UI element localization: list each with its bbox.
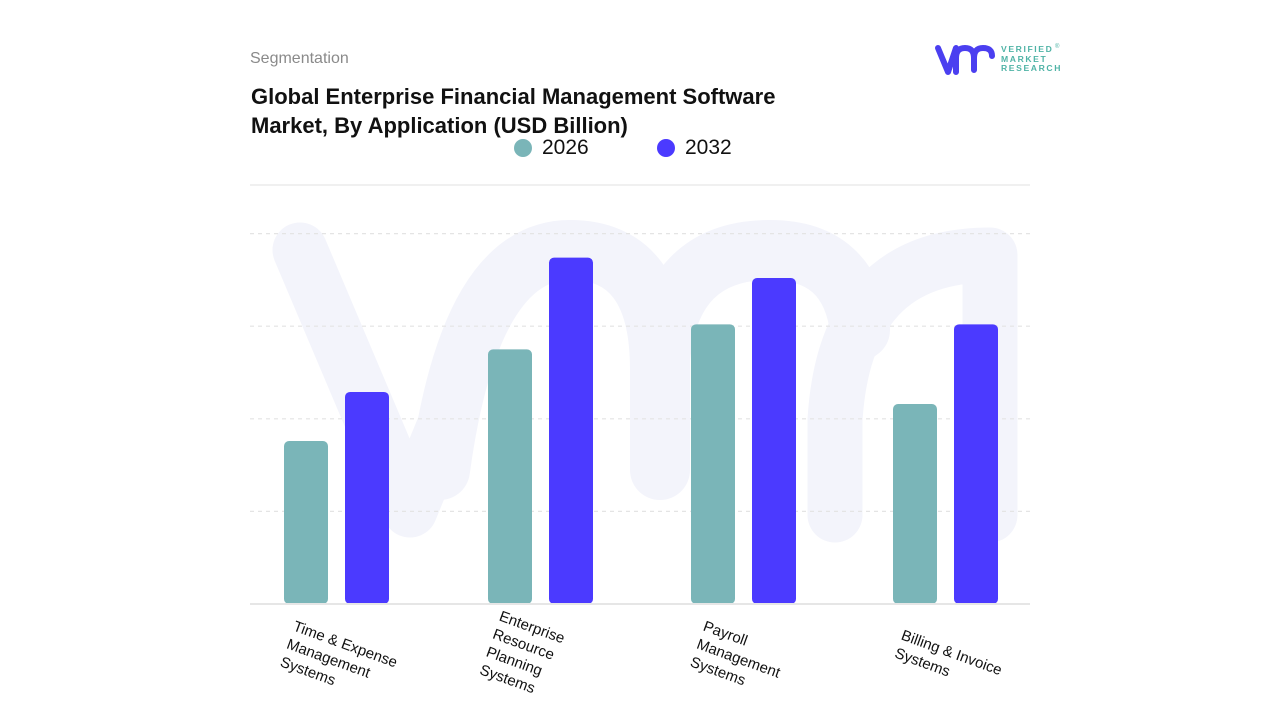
logo-wordmark: VERIFIED MARKET RESEARCH	[1001, 44, 1063, 74]
legend-item-2032: 2032	[657, 136, 732, 160]
chart-title-line-1: Global Enterprise Financial Management S…	[251, 84, 776, 109]
legend-label-2026: 2026	[542, 136, 589, 159]
bar-2032	[345, 391, 389, 604]
legend-swatch-2026	[514, 139, 532, 157]
logo-line-market: MARKET	[1001, 53, 1048, 64]
bar-2032	[954, 324, 998, 604]
vmr-logo-icon	[935, 44, 995, 75]
section-label: Segmentation	[250, 50, 349, 67]
bars	[284, 257, 998, 604]
logo-line-research: RESEARCH	[1001, 63, 1063, 74]
bar-2032	[752, 278, 796, 604]
legend-swatch-2032	[657, 139, 675, 157]
bar-2026	[284, 441, 328, 604]
bar-2026	[488, 349, 532, 604]
legend-item-2026: 2026	[514, 136, 589, 160]
registered-mark: ®	[1055, 44, 1060, 50]
bar-2026	[691, 324, 735, 604]
logo-line-verified: VERIFIED	[1001, 44, 1054, 54]
bar-2032	[549, 257, 593, 604]
legend-label-2032: 2032	[685, 136, 732, 159]
watermark-vmr-icon	[272, 220, 1018, 543]
chart-title-line-2: Market, By Application (USD Billion)	[251, 113, 628, 138]
bar-2026	[893, 403, 937, 604]
chart-title: Global Enterprise Financial Management S…	[251, 82, 871, 140]
